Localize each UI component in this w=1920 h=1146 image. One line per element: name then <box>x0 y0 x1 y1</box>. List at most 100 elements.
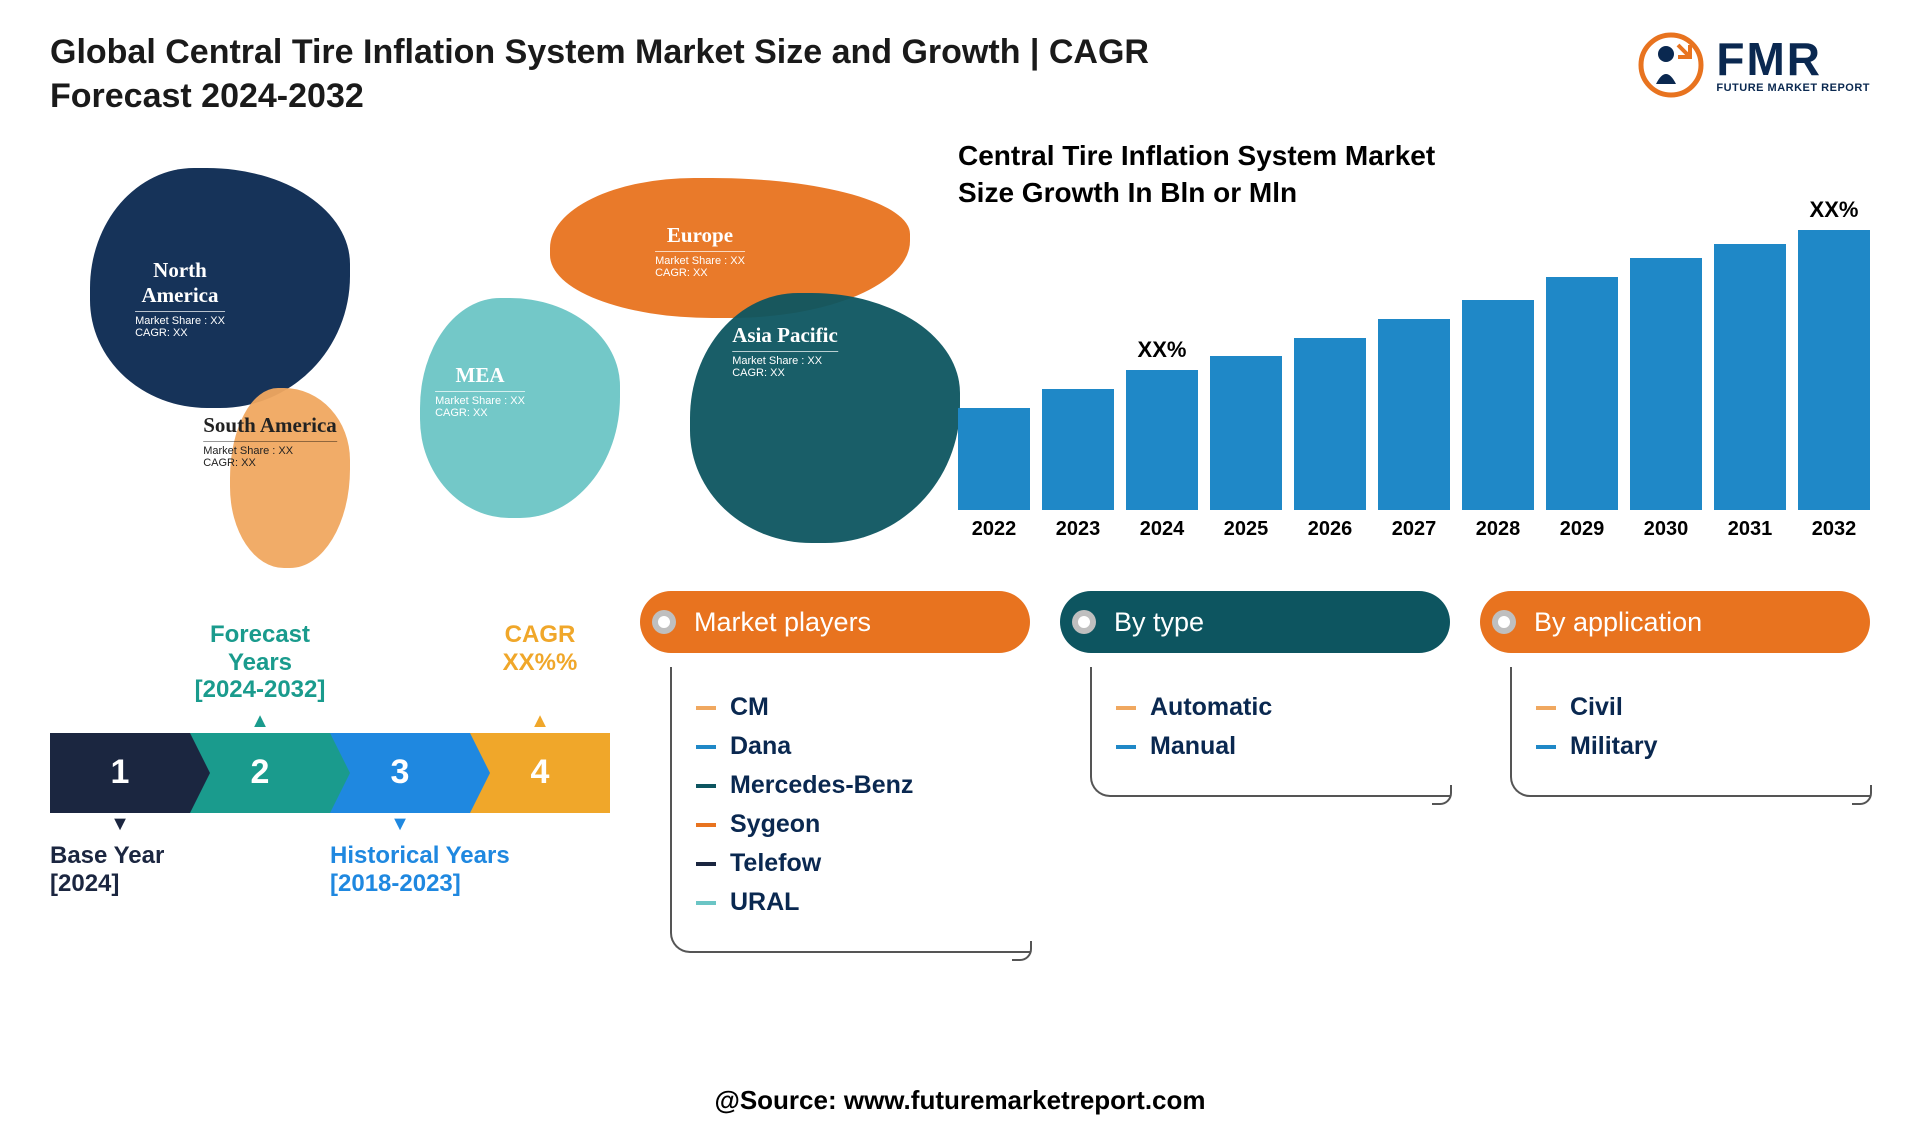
dot-icon <box>652 610 676 634</box>
bracket-container: CM Dana Mercedes-Benz Sygeon Telefow URAL <box>670 667 1030 953</box>
bar <box>1294 338 1366 511</box>
pill-header: By type <box>1060 591 1450 653</box>
logo-sub-text: FUTURE MARKET REPORT <box>1716 82 1870 94</box>
list-item: URAL <box>696 888 1010 917</box>
bar-col-2022: 2022 <box>958 408 1030 542</box>
list-item: Dana <box>696 732 1010 761</box>
bar <box>1462 300 1534 510</box>
world-map: NorthAmericaMarket Share : XXCAGR: XX Sou… <box>50 138 918 538</box>
region-label: EuropeMarket Share : XXCAGR: XX <box>655 223 745 279</box>
growth-bar-chart: Central Tire Inflation System Market Siz… <box>958 138 1870 541</box>
list-item: Telefow <box>696 849 1010 878</box>
item-label: Manual <box>1150 732 1236 761</box>
fmr-logo: FMR FUTURE MARKET REPORT <box>1636 30 1870 100</box>
item-label: Mercedes-Benz <box>730 771 913 800</box>
region-label: South AmericaMarket Share : XXCAGR: XX <box>203 413 337 469</box>
bar-col-2029: 2029 <box>1546 277 1618 541</box>
item-label: Civil <box>1570 693 1623 722</box>
bar <box>1042 389 1114 510</box>
bar-col-2025: 2025 <box>1210 356 1282 541</box>
pill-title: By type <box>1114 607 1204 638</box>
bar <box>1210 356 1282 510</box>
list-item: Manual <box>1116 732 1430 761</box>
tick-icon <box>1536 706 1556 710</box>
chart-title: Central Tire Inflation System Market Siz… <box>958 138 1458 211</box>
item-label: CM <box>730 693 769 722</box>
tick-icon <box>696 706 716 710</box>
tick-icon <box>1116 706 1136 710</box>
bar-year-label: 2029 <box>1560 518 1605 541</box>
item-label: Dana <box>730 732 791 761</box>
arrow-down-icon: ▼ <box>190 813 330 836</box>
bar-col-2026: 2026 <box>1294 338 1366 542</box>
item-label: Sygeon <box>730 810 820 839</box>
logo-main-text: FMR <box>1716 36 1870 82</box>
globe-person-icon <box>1636 30 1706 100</box>
bar-year-label: 2025 <box>1224 518 1269 541</box>
arrow-down-icon: ▼ <box>50 813 190 836</box>
tick-icon <box>696 862 716 866</box>
tick-icon <box>696 784 716 788</box>
dot-icon <box>1072 610 1096 634</box>
timeline-infographic: Forecast Years[2024-2032]CAGRXX%% ▲▲▲▲ 1… <box>50 621 610 953</box>
bracket-container: Civil Military <box>1510 667 1870 797</box>
timeline-top-label <box>330 621 470 704</box>
bar-col-2024: XX%2024 <box>1126 370 1198 541</box>
source-attribution: @Source: www.futuremarketreport.com <box>714 1085 1205 1116</box>
arrow-up-icon: ▲ <box>470 710 610 733</box>
tick-icon <box>1116 745 1136 749</box>
tick-icon <box>1536 745 1556 749</box>
list-item: Sygeon <box>696 810 1010 839</box>
pill-header: Market players <box>640 591 1030 653</box>
timeline-top-label <box>50 621 190 704</box>
tick-icon <box>696 901 716 905</box>
tick-icon <box>696 745 716 749</box>
bar-year-label: 2032 <box>1812 518 1857 541</box>
bar-col-2030: 2030 <box>1630 258 1702 541</box>
bar-col-2028: 2028 <box>1462 300 1534 541</box>
bar-year-label: 2023 <box>1056 518 1101 541</box>
timeline-top-label: Forecast Years[2024-2032] <box>190 621 330 704</box>
bar <box>958 408 1030 511</box>
region-label: NorthAmericaMarket Share : XXCAGR: XX <box>135 258 225 339</box>
list-item: CM <box>696 693 1010 722</box>
timeline-top-label: CAGRXX%% <box>470 621 610 704</box>
bar-col-2027: 2027 <box>1378 319 1450 541</box>
arrow-down-icon: ▼ <box>470 813 610 836</box>
timeline-segment-2: 2 <box>190 733 330 813</box>
bar-year-label: 2031 <box>1728 518 1773 541</box>
arrow-up-icon: ▲ <box>330 710 470 733</box>
bar <box>1546 277 1618 510</box>
page-title: Global Central Tire Inflation System Mar… <box>50 30 1210 118</box>
timeline-segment-3: 3 <box>330 733 470 813</box>
bar-year-label: 2027 <box>1392 518 1437 541</box>
bar-col-2031: 2031 <box>1714 244 1786 541</box>
bar <box>1714 244 1786 510</box>
arrow-down-icon: ▼ <box>330 813 470 836</box>
item-label: URAL <box>730 888 799 917</box>
arrow-up-icon: ▲ <box>190 710 330 733</box>
item-label: Military <box>1570 732 1658 761</box>
category-column: By type Automatic Manual <box>1060 591 1450 953</box>
item-label: Telefow <box>730 849 821 878</box>
timeline-segment-4: 4 <box>470 733 610 813</box>
region-label: MEAMarket Share : XXCAGR: XX <box>435 363 525 419</box>
bar-year-label: 2026 <box>1308 518 1353 541</box>
bar <box>1378 319 1450 510</box>
bar <box>1126 370 1198 510</box>
bar-annotation: XX% <box>1810 197 1859 223</box>
item-label: Automatic <box>1150 693 1272 722</box>
pill-title: Market players <box>694 607 871 638</box>
bar-year-label: 2022 <box>972 518 1017 541</box>
dot-icon <box>1492 610 1516 634</box>
pill-title: By application <box>1534 607 1702 638</box>
bar-col-2032: XX%2032 <box>1798 230 1870 541</box>
category-column: By application Civil Military <box>1480 591 1870 953</box>
list-item: Civil <box>1536 693 1850 722</box>
timeline-bottom-label: Historical Years[2018-2023] <box>330 842 610 897</box>
bar-col-2023: 2023 <box>1042 389 1114 541</box>
bar-year-label: 2024 <box>1140 518 1185 541</box>
bar <box>1630 258 1702 510</box>
tick-icon <box>696 823 716 827</box>
bar-year-label: 2028 <box>1476 518 1521 541</box>
